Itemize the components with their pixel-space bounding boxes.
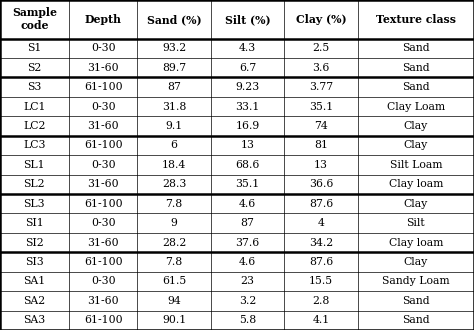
Text: 87: 87 [241, 218, 255, 228]
Text: 0-30: 0-30 [91, 160, 115, 170]
Text: Sand: Sand [402, 43, 430, 53]
Text: 31-60: 31-60 [87, 179, 119, 189]
Text: SL1: SL1 [24, 160, 45, 170]
Text: 93.2: 93.2 [162, 43, 186, 53]
Text: S3: S3 [27, 82, 42, 92]
Text: 61.5: 61.5 [162, 277, 186, 286]
Text: 36.6: 36.6 [309, 179, 333, 189]
Text: 4: 4 [318, 218, 325, 228]
Text: Clay: Clay [404, 121, 428, 131]
Text: 13: 13 [314, 160, 328, 170]
Text: 9: 9 [171, 218, 178, 228]
Text: 4.6: 4.6 [239, 199, 256, 209]
Text: SA1: SA1 [23, 277, 46, 286]
Text: 15.5: 15.5 [309, 277, 333, 286]
Text: 34.2: 34.2 [309, 238, 333, 248]
Text: 31-60: 31-60 [87, 296, 119, 306]
Text: 31-60: 31-60 [87, 121, 119, 131]
Text: 2.8: 2.8 [312, 296, 330, 306]
Text: Sand: Sand [402, 315, 430, 325]
Text: 89.7: 89.7 [162, 63, 186, 73]
Text: 7.8: 7.8 [165, 257, 183, 267]
Text: 33.1: 33.1 [236, 102, 260, 112]
Text: SI1: SI1 [25, 218, 44, 228]
Text: 3.6: 3.6 [312, 63, 330, 73]
Text: 7.8: 7.8 [165, 199, 183, 209]
Text: 87: 87 [167, 82, 181, 92]
Text: 28.2: 28.2 [162, 238, 186, 248]
Text: 94: 94 [167, 296, 181, 306]
Text: 37.6: 37.6 [236, 238, 260, 248]
Text: 18.4: 18.4 [162, 160, 186, 170]
Text: Silt: Silt [407, 218, 425, 228]
Text: Sand (%): Sand (%) [147, 14, 201, 25]
Text: 61-100: 61-100 [84, 315, 122, 325]
Text: 9.23: 9.23 [236, 82, 260, 92]
Text: Clay loam: Clay loam [389, 238, 443, 248]
Text: 6: 6 [171, 140, 178, 150]
Text: SA2: SA2 [23, 296, 46, 306]
Text: 31.8: 31.8 [162, 102, 186, 112]
Text: 16.9: 16.9 [236, 121, 260, 131]
Text: 28.3: 28.3 [162, 179, 186, 189]
Text: 3.77: 3.77 [309, 82, 333, 92]
Text: S2: S2 [27, 63, 42, 73]
Text: SL2: SL2 [24, 179, 45, 189]
Text: 13: 13 [241, 140, 255, 150]
Text: 3.2: 3.2 [239, 296, 256, 306]
Text: 4.1: 4.1 [312, 315, 330, 325]
Text: 35.1: 35.1 [236, 179, 260, 189]
Text: 5.8: 5.8 [239, 315, 256, 325]
Text: 61-100: 61-100 [84, 199, 122, 209]
Text: 61-100: 61-100 [84, 82, 122, 92]
Text: S1: S1 [27, 43, 42, 53]
Text: 31-60: 31-60 [87, 63, 119, 73]
Text: Sample
code: Sample code [12, 7, 57, 31]
Text: 4.3: 4.3 [239, 43, 256, 53]
Text: Clay: Clay [404, 257, 428, 267]
Text: 90.1: 90.1 [162, 315, 186, 325]
Text: 6.7: 6.7 [239, 63, 256, 73]
Text: SI3: SI3 [25, 257, 44, 267]
Text: 68.6: 68.6 [236, 160, 260, 170]
Text: Clay loam: Clay loam [389, 179, 443, 189]
Text: 0-30: 0-30 [91, 102, 115, 112]
Text: 61-100: 61-100 [84, 140, 122, 150]
Text: Sand: Sand [402, 296, 430, 306]
Text: Sand: Sand [402, 63, 430, 73]
Text: 61-100: 61-100 [84, 257, 122, 267]
Text: Clay Loam: Clay Loam [387, 102, 445, 112]
Text: LC1: LC1 [23, 102, 46, 112]
Text: 35.1: 35.1 [309, 102, 333, 112]
Text: 2.5: 2.5 [312, 43, 330, 53]
Text: Clay: Clay [404, 199, 428, 209]
Text: 0-30: 0-30 [91, 277, 115, 286]
Text: 4.6: 4.6 [239, 257, 256, 267]
Text: LC3: LC3 [23, 140, 46, 150]
Text: Silt (%): Silt (%) [225, 14, 271, 25]
Text: Depth: Depth [85, 14, 121, 25]
Text: 23: 23 [241, 277, 255, 286]
Text: 81: 81 [314, 140, 328, 150]
Text: SI2: SI2 [25, 238, 44, 248]
Text: 9.1: 9.1 [165, 121, 183, 131]
Text: 74: 74 [314, 121, 328, 131]
Text: Texture class: Texture class [376, 14, 456, 25]
Text: Clay: Clay [404, 140, 428, 150]
Text: SL3: SL3 [24, 199, 45, 209]
Text: Sand: Sand [402, 82, 430, 92]
Text: 87.6: 87.6 [309, 257, 333, 267]
Text: 31-60: 31-60 [87, 238, 119, 248]
Text: SA3: SA3 [23, 315, 46, 325]
Text: Silt Loam: Silt Loam [390, 160, 442, 170]
Text: 0-30: 0-30 [91, 218, 115, 228]
Text: 87.6: 87.6 [309, 199, 333, 209]
Text: Sandy Loam: Sandy Loam [382, 277, 450, 286]
Text: 0-30: 0-30 [91, 43, 115, 53]
Text: Clay (%): Clay (%) [296, 14, 346, 25]
Text: LC2: LC2 [23, 121, 46, 131]
